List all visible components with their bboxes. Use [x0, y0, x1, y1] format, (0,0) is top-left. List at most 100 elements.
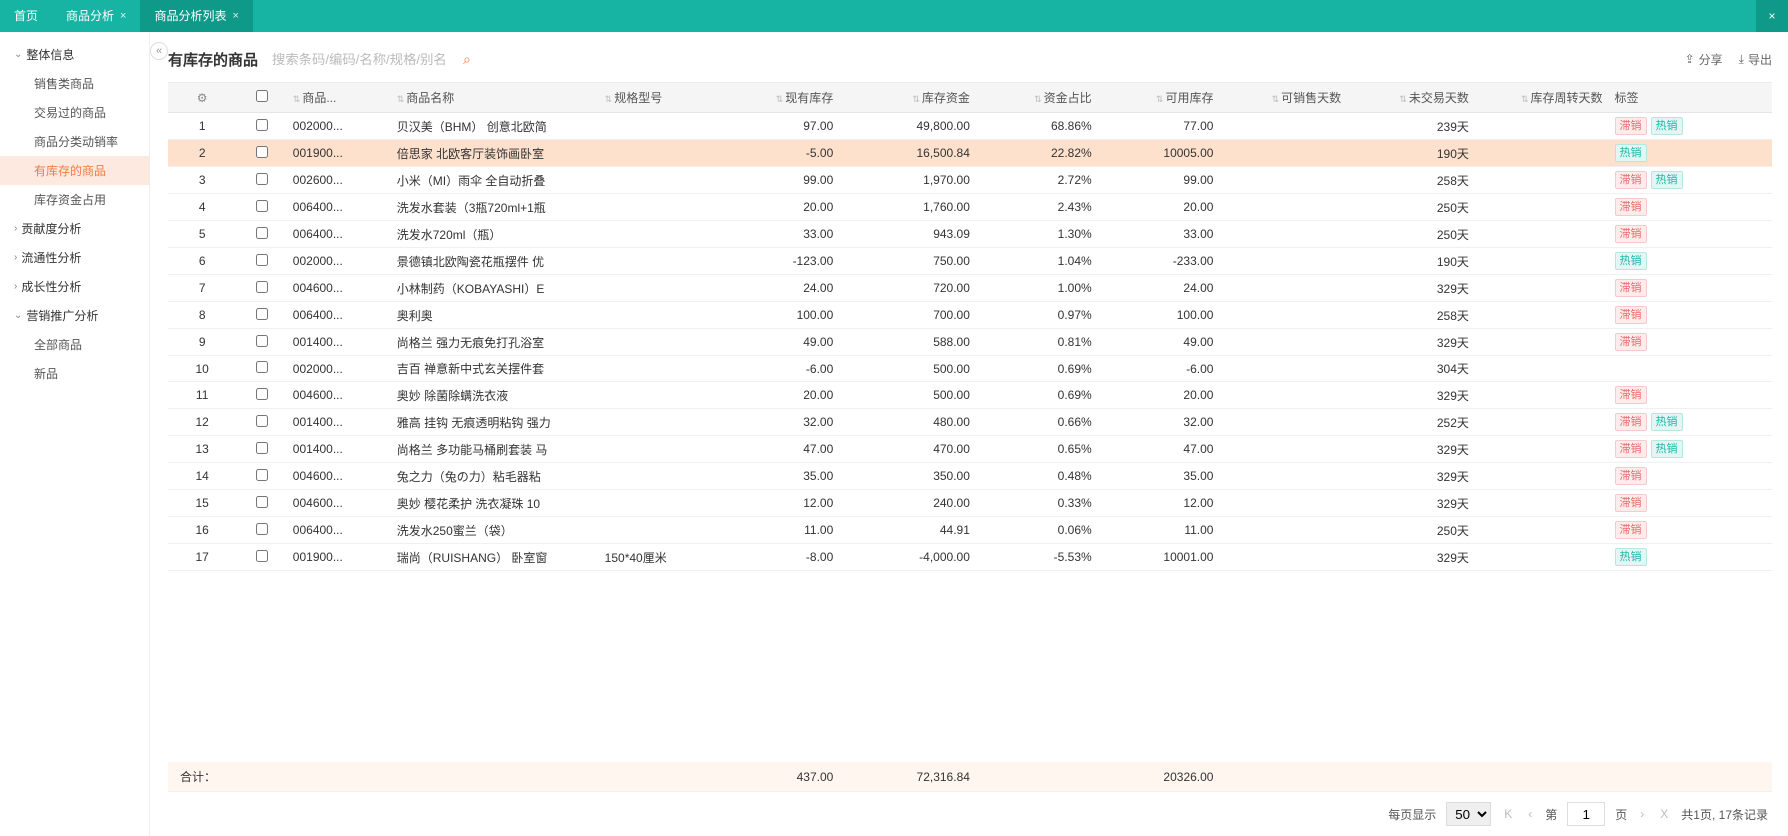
cell-avail: 47.00	[1098, 436, 1220, 463]
table-row[interactable]: 8006400...奥利奥100.00700.000.97%100.00258天…	[168, 302, 1772, 329]
next-page-button[interactable]: ›	[1637, 807, 1647, 821]
row-checkbox[interactable]	[256, 119, 268, 131]
column-spec[interactable]: ⇅规格型号	[599, 83, 718, 113]
tab[interactable]: 商品分析列表×	[140, 0, 252, 32]
page-prefix: 第	[1545, 806, 1557, 823]
close-all-tabs[interactable]: ×	[1756, 0, 1788, 32]
nav-item[interactable]: 有库存的商品	[0, 156, 149, 185]
last-page-button[interactable]: X	[1657, 807, 1671, 821]
nav-group-header[interactable]: ›贡献度分析	[0, 214, 149, 243]
nav-group-header[interactable]: ›流通性分析	[0, 243, 149, 272]
table-row[interactable]: 9001400...尚格兰 强力无痕免打孔浴室49.00588.000.81%4…	[168, 329, 1772, 356]
table-row[interactable]: 13001400...尚格兰 多功能马桶刷套装 马47.00470.000.65…	[168, 436, 1772, 463]
row-checkbox[interactable]	[256, 308, 268, 320]
cell-saledays	[1219, 436, 1347, 463]
row-checkbox[interactable]	[256, 415, 268, 427]
export-button[interactable]: ⤓ 导出	[1739, 51, 1772, 68]
close-icon[interactable]: ×	[232, 0, 238, 32]
cell-pct: 0.33%	[976, 490, 1098, 517]
share-button[interactable]: ⇪ 分享	[1685, 51, 1723, 68]
table-row[interactable]: 4006400...洗发水套装（3瓶720ml+1瓶20.001,760.002…	[168, 194, 1772, 221]
cell-checkbox	[236, 329, 286, 356]
prev-page-button[interactable]: ‹	[1525, 807, 1535, 821]
column-saledays[interactable]: ⇅可销售天数	[1219, 83, 1347, 113]
column-name[interactable]: ⇅商品名称	[391, 83, 599, 113]
page-input[interactable]	[1567, 802, 1605, 826]
column-fund[interactable]: ⇅库存资金	[839, 83, 976, 113]
row-checkbox[interactable]	[256, 388, 268, 400]
cell-checkbox	[236, 167, 286, 194]
column-notxndays[interactable]: ⇅未交易天数	[1347, 83, 1475, 113]
export-icon: ⤓	[1739, 52, 1744, 67]
nav-item[interactable]: 库存资金占用	[0, 185, 149, 214]
row-checkbox[interactable]	[256, 361, 268, 373]
table-row[interactable]: 17001900...瑞尚（RUISHANG） 卧室窗150*40厘米-8.00…	[168, 544, 1772, 571]
cell-spec	[599, 436, 718, 463]
cell-pct: 0.69%	[976, 356, 1098, 382]
table-row[interactable]: 15004600...奥妙 樱花柔护 洗衣凝珠 1012.00240.000.3…	[168, 490, 1772, 517]
row-checkbox[interactable]	[256, 550, 268, 562]
row-checkbox[interactable]	[256, 335, 268, 347]
row-checkbox[interactable]	[256, 254, 268, 266]
table-row[interactable]: 5006400...洗发水720ml（瓶）33.00943.091.30%33.…	[168, 221, 1772, 248]
column-code[interactable]: ⇅商品...	[287, 83, 391, 113]
cell-fund: 480.00	[839, 409, 976, 436]
column-avail[interactable]: ⇅可用库存	[1098, 83, 1220, 113]
nav-item[interactable]: 新品	[0, 359, 149, 388]
cell-checkbox	[236, 436, 286, 463]
row-checkbox[interactable]	[256, 200, 268, 212]
table-row[interactable]: 2001900...倍思家 北欧客厅装饰画卧室-5.0016,500.8422.…	[168, 140, 1772, 167]
nav-item[interactable]: 全部商品	[0, 330, 149, 359]
search-icon[interactable]: ⌕	[463, 51, 471, 68]
cell-turndays	[1475, 544, 1609, 571]
tag-hot: 热销	[1615, 548, 1647, 566]
column-tags[interactable]: 标签	[1609, 83, 1772, 113]
cell-tags: 滞销	[1609, 194, 1772, 221]
cell-tags: 滞销	[1609, 329, 1772, 356]
table-row[interactable]: 14004600...兔之力（兔の力）粘毛器粘35.00350.000.48%3…	[168, 463, 1772, 490]
nav-item[interactable]: 销售类商品	[0, 69, 149, 98]
row-checkbox[interactable]	[256, 173, 268, 185]
column-stock[interactable]: ⇅现有库存	[717, 83, 839, 113]
cell-saledays	[1219, 517, 1347, 544]
close-icon[interactable]: ×	[120, 0, 126, 32]
table-row[interactable]: 10002000...吉百 禅意新中式玄关摆件套-6.00500.000.69%…	[168, 356, 1772, 382]
cell-checkbox	[236, 248, 286, 275]
cell-index: 7	[168, 275, 236, 302]
nav-group-header[interactable]: ⌄营销推广分析	[0, 301, 149, 330]
column-pct[interactable]: ⇅资金占比	[976, 83, 1098, 113]
table-row[interactable]: 7004600...小林制药（KOBAYASHI）E24.00720.001.0…	[168, 275, 1772, 302]
column-turndays[interactable]: ⇅库存周转天数	[1475, 83, 1609, 113]
table-row[interactable]: 12001400...雅高 挂钩 无痕透明粘钩 强力32.00480.000.6…	[168, 409, 1772, 436]
row-checkbox[interactable]	[256, 281, 268, 293]
cell-turndays	[1475, 167, 1609, 194]
search-input[interactable]	[272, 46, 449, 72]
nav-item[interactable]: 商品分类动销率	[0, 127, 149, 156]
row-checkbox[interactable]	[256, 469, 268, 481]
table-row[interactable]: 3002600...小米（MI）雨伞 全自动折叠99.001,970.002.7…	[168, 167, 1772, 194]
nav-item[interactable]: 交易过的商品	[0, 98, 149, 127]
row-checkbox[interactable]	[256, 442, 268, 454]
row-checkbox[interactable]	[256, 523, 268, 535]
cell-turndays	[1475, 140, 1609, 167]
row-checkbox[interactable]	[256, 227, 268, 239]
row-checkbox[interactable]	[256, 496, 268, 508]
cell-pct: 1.04%	[976, 248, 1098, 275]
select-all-checkbox[interactable]	[256, 90, 268, 102]
row-checkbox[interactable]	[256, 146, 268, 158]
table-row[interactable]: 6002000...景德镇北欧陶瓷花瓶摆件 优-123.00750.001.04…	[168, 248, 1772, 275]
column-select-all[interactable]	[236, 83, 286, 113]
nav-group-header[interactable]: ›成长性分析	[0, 272, 149, 301]
tab[interactable]: 商品分析×	[52, 0, 140, 32]
tab[interactable]: 首页	[0, 0, 52, 32]
table-row[interactable]: 11004600...奥妙 除菌除螨洗衣液20.00500.000.69%20.…	[168, 382, 1772, 409]
table-row[interactable]: 16006400...洗发水250蜜兰（袋）11.0044.910.06%11.…	[168, 517, 1772, 544]
cell-fund: 16,500.84	[839, 140, 976, 167]
nav-group-header[interactable]: ⌄整体信息	[0, 40, 149, 69]
column-settings[interactable]: ⚙	[168, 83, 236, 113]
collapse-sidebar[interactable]: «	[150, 32, 168, 836]
cell-name: 贝汉美（BHM） 创意北欧简	[391, 113, 599, 140]
table-row[interactable]: 1002000...贝汉美（BHM） 创意北欧简97.0049,800.0068…	[168, 113, 1772, 140]
page-size-select[interactable]: 50	[1446, 802, 1491, 826]
first-page-button[interactable]: K	[1501, 807, 1515, 821]
